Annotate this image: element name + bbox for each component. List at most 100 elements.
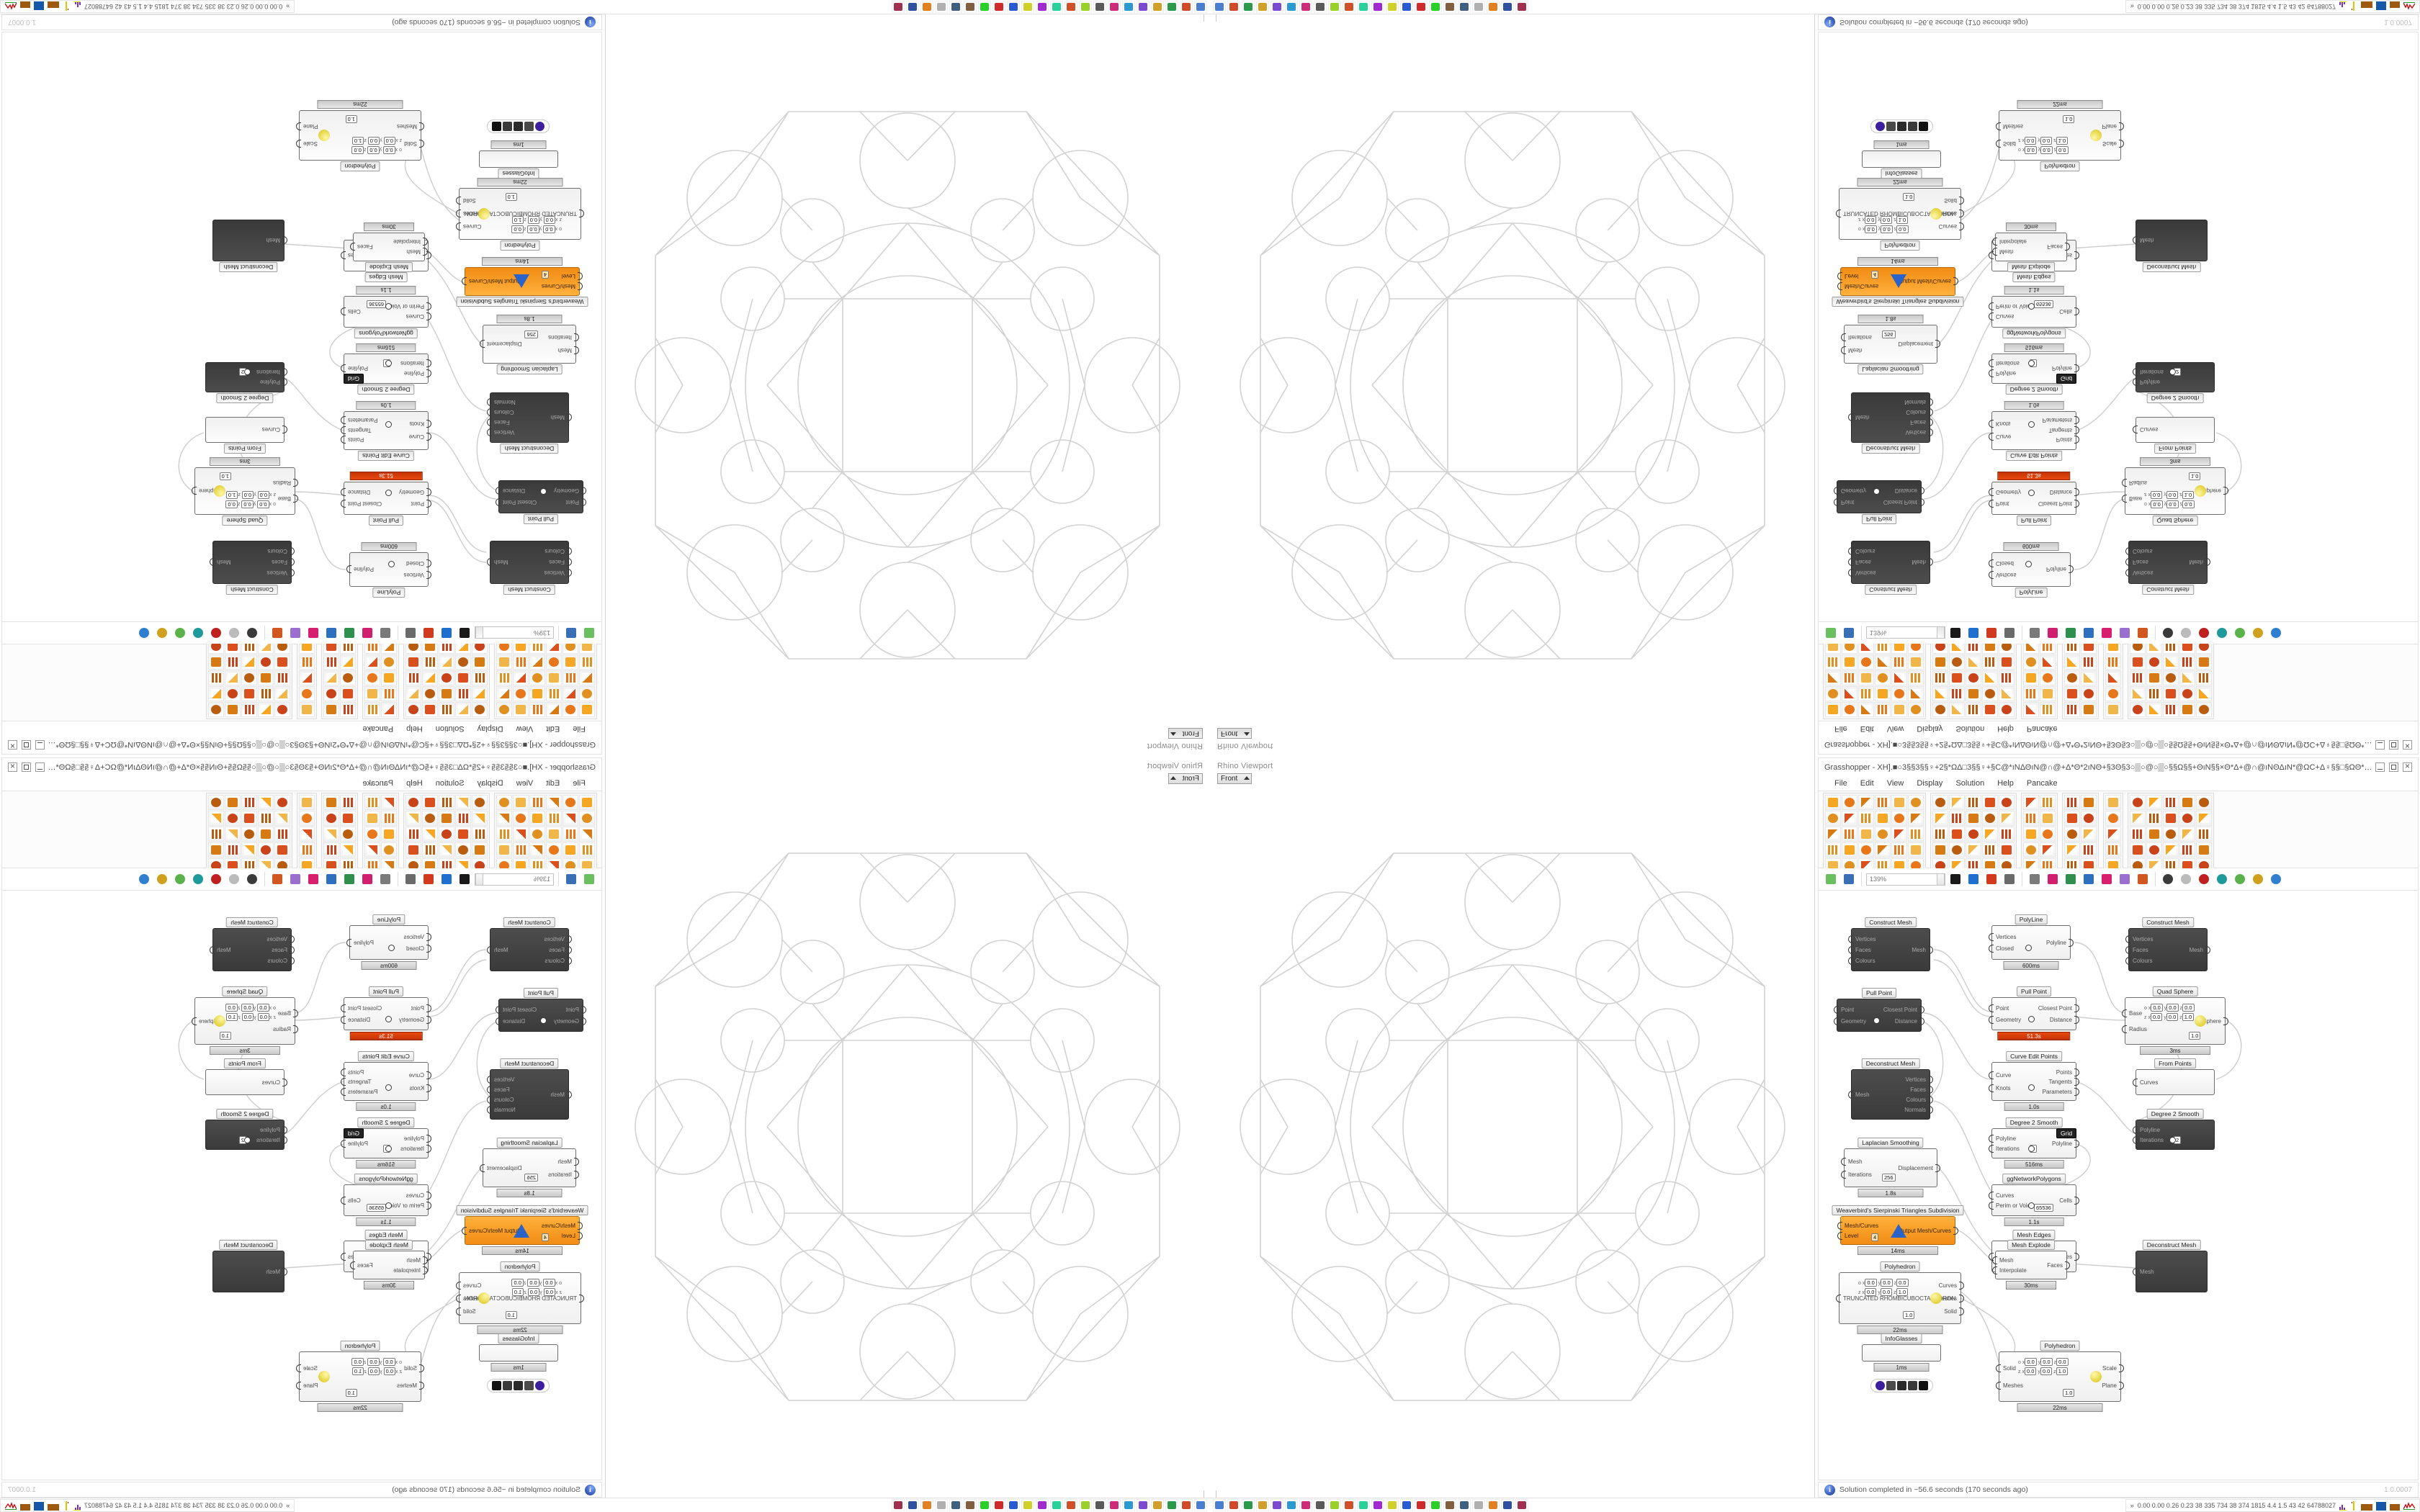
node-laplacian-smoothing-1[interactable]: Laplacian Smoothing 1.8s Mesh Iterations Dis… <box>480 1138 579 1197</box>
component-icon[interactable] <box>2146 827 2162 842</box>
menu-item-pancake[interactable]: Pancake <box>362 779 394 788</box>
node-ggnetworkpolygons-1[interactable]: ggNetworkPolygons 1.1s Curves Perim or Void… <box>1989 1174 2079 1226</box>
input-port[interactable] <box>2133 1136 2138 1144</box>
component-icon[interactable] <box>2146 811 2162 826</box>
menu-item-solution[interactable]: Solution <box>435 724 465 733</box>
node-mesh-explode-1[interactable]: Mesh Explode 30ms Mesh Interpolate Faces <box>1992 1240 2070 1290</box>
component-icon[interactable] <box>274 686 290 701</box>
component-icon[interactable] <box>496 654 512 670</box>
boolean-toggle[interactable] <box>2027 489 2035 496</box>
input-port[interactable] <box>1992 1256 1997 1265</box>
zaxis-y-field[interactable]: 0.0 <box>2040 137 2053 145</box>
node-construct-mesh-2[interactable]: Construct Mesh Vertices Faces Colours Mesh <box>2125 917 2210 971</box>
node-caption[interactable]: Polyhedron <box>340 1341 380 1351</box>
output-port[interactable] <box>496 1017 501 1025</box>
output-port[interactable] <box>487 1096 492 1104</box>
input-port[interactable] <box>426 945 431 953</box>
node-caption[interactable]: ggNetworkPolygons <box>2002 328 2066 338</box>
node-pull-point-2[interactable]: Pull Point 51.3s Point Geometry Closest Poin… <box>341 472 431 526</box>
taskbar-app-button[interactable] <box>935 1 948 13</box>
component-icon[interactable] <box>2023 827 2039 842</box>
component-icon[interactable] <box>1825 827 1841 842</box>
taskbar-app-button[interactable] <box>1137 1 1150 13</box>
input-port[interactable] <box>290 957 295 965</box>
component-icon[interactable] <box>208 670 224 685</box>
node-polyhedron-1[interactable]: Polyhedron 22ms TRUNCATED RHOMBICUBOCTAHED… <box>456 1261 584 1334</box>
origin-x-field[interactable]: 0.0 <box>257 500 269 508</box>
polyhedron-preview[interactable] <box>605 0 1210 756</box>
node-body[interactable]: Curve Knots Points Tangents Parameters <box>341 1062 431 1101</box>
component-icon[interactable] <box>1999 811 2015 826</box>
component-icon[interactable] <box>208 827 224 842</box>
node-pull-point-2[interactable]: Pull Point 51.3s Point Geometry Closest Poin… <box>1989 472 2079 526</box>
component-icon[interactable] <box>381 702 397 717</box>
node-caption[interactable]: Quad Sphere <box>222 986 268 996</box>
taskbar-app-button[interactable] <box>1415 1499 1428 1511</box>
tag-icon[interactable] <box>514 1381 523 1390</box>
sphere-white-icon[interactable] <box>226 871 242 887</box>
taskbar-app-button[interactable] <box>1371 1 1384 13</box>
output-port[interactable] <box>1935 1164 1940 1172</box>
taskbar-app-button[interactable] <box>1443 1499 1456 1511</box>
tray-chevron-icon[interactable]: » <box>286 3 290 11</box>
taskbar-app-button[interactable] <box>1458 1 1471 13</box>
component-icon[interactable] <box>340 811 356 826</box>
component-icon[interactable] <box>225 811 241 826</box>
radius-field[interactable]: 1.0 <box>2063 1389 2075 1397</box>
component-icon[interactable] <box>1908 702 1924 717</box>
origin-x-field[interactable]: 0.0 <box>2025 146 2037 154</box>
component-icon[interactable] <box>274 702 290 717</box>
output-port[interactable] <box>2069 565 2074 573</box>
component-icon[interactable] <box>225 686 241 701</box>
node-body[interactable]: Curves Perim or Void Cells 65536 <box>341 296 431 328</box>
menu-item-help[interactable]: Help <box>406 779 423 788</box>
input-port[interactable] <box>578 1222 583 1230</box>
node-body[interactable]: Point Geometry Closest Point Distance <box>341 482 431 515</box>
level-field[interactable]: 4 <box>1871 271 1879 279</box>
origin-z-field[interactable]: 0.0 <box>2056 146 2069 154</box>
component-icon[interactable] <box>208 795 224 810</box>
component-icon[interactable] <box>496 686 512 701</box>
zaxis-z-field[interactable]: 1.0 <box>2182 1013 2195 1021</box>
taskbar-app-button[interactable] <box>1328 1499 1341 1511</box>
component-icon[interactable] <box>1932 842 1948 858</box>
input-port[interactable] <box>581 498 586 506</box>
taskbar-app-button[interactable] <box>1299 1 1312 13</box>
component-icon[interactable] <box>1842 842 1857 858</box>
component-icon[interactable] <box>1966 811 1981 826</box>
origin-z-field[interactable]: 0.0 <box>2056 1358 2069 1366</box>
node-caption[interactable]: Deconstruct Mesh <box>1861 444 1920 454</box>
boolean-toggle[interactable] <box>385 489 393 496</box>
menu-item-pancake[interactable]: Pancake <box>362 724 394 733</box>
component-icon[interactable] <box>225 842 241 858</box>
taskbar-app-button[interactable] <box>1137 1499 1150 1511</box>
component-icon[interactable] <box>563 686 578 701</box>
taskbar-app-list[interactable] <box>1210 1499 1528 1511</box>
node-body[interactable]: Mesh Vertices Faces Colours Normals <box>487 392 572 443</box>
origin-x-field[interactable]: 0.0 <box>543 225 555 233</box>
sphere-black-icon[interactable] <box>2160 625 2176 641</box>
component-icon[interactable] <box>1825 811 1841 826</box>
node-body[interactable]: Vertices Closed Polyline <box>1989 925 2074 960</box>
component-icon[interactable] <box>299 842 315 858</box>
taskbar-app-button[interactable] <box>1093 1 1106 13</box>
input-port[interactable] <box>426 1004 431 1013</box>
component-icon[interactable] <box>323 654 339 670</box>
node-construct-mesh-2[interactable]: Construct Mesh Vertices Faces Colours Mesh <box>2125 541 2210 595</box>
component-icon[interactable] <box>225 795 241 810</box>
menu-item-display[interactable]: Display <box>477 779 503 788</box>
taskbar-app-button[interactable] <box>1415 1 1428 13</box>
boolean-toggle[interactable] <box>2027 1146 2035 1153</box>
node-caption[interactable]: PolyLine <box>372 588 405 598</box>
output-port[interactable] <box>341 1068 346 1076</box>
output-port[interactable] <box>2074 436 2079 444</box>
node-body[interactable]: Mesh <box>212 1251 287 1292</box>
input-port[interactable] <box>579 210 584 217</box>
component-icon[interactable] <box>422 670 438 685</box>
component-icon[interactable] <box>323 811 339 826</box>
input-port[interactable] <box>567 946 572 954</box>
component-icon[interactable] <box>2064 842 2080 858</box>
